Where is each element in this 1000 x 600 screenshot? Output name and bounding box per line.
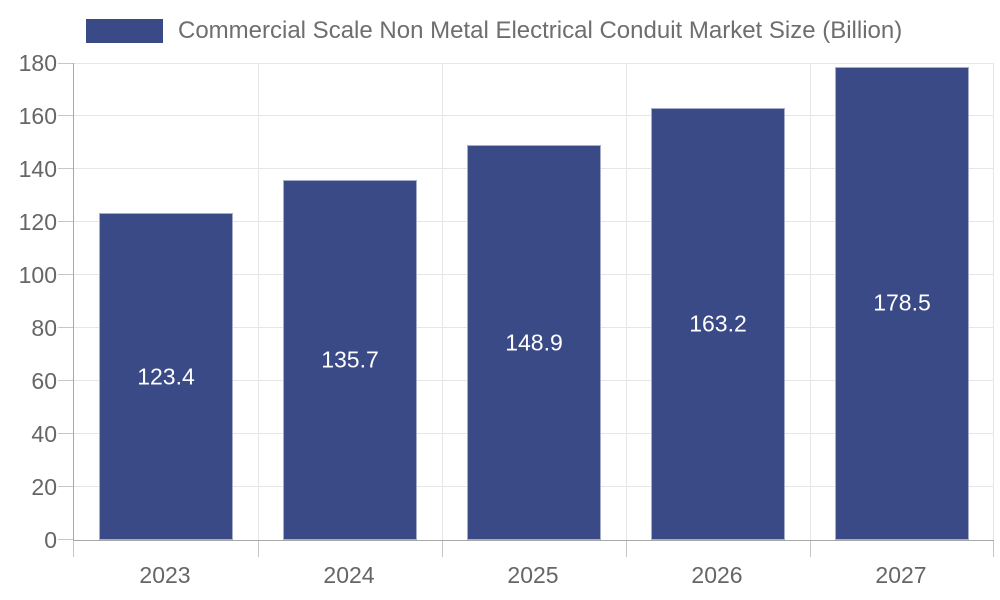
y-tick-label: 60 bbox=[31, 368, 57, 394]
y-tick-label: 0 bbox=[44, 527, 57, 553]
y-axis-tick bbox=[58, 274, 73, 275]
bar-value-label: 163.2 bbox=[689, 310, 747, 337]
legend-label: Commercial Scale Non Metal Electrical Co… bbox=[178, 17, 903, 44]
x-tick-label: 2027 bbox=[875, 562, 927, 588]
y-axis-tick bbox=[58, 168, 73, 169]
y-axis-tick bbox=[58, 433, 73, 434]
x-tick-label: 2025 bbox=[507, 562, 559, 588]
plot-area: 123.4 135.7 148.9 163.2 178.5 bbox=[58, 63, 994, 557]
y-tick-label: 160 bbox=[18, 103, 57, 129]
y-axis-tick bbox=[58, 221, 73, 222]
y-axis-tick bbox=[58, 539, 73, 540]
y-axis-tick bbox=[58, 63, 73, 64]
bar-2023: 123.4 bbox=[99, 213, 233, 540]
bar-value-label: 123.4 bbox=[137, 363, 195, 389]
x-axis-tick bbox=[442, 541, 443, 557]
bar-2026: 163.2 bbox=[651, 107, 785, 540]
y-tick-label: 20 bbox=[31, 474, 57, 500]
legend-swatch bbox=[86, 19, 163, 43]
y-tick-label: 80 bbox=[31, 315, 57, 341]
bar-2025: 148.9 bbox=[467, 145, 601, 540]
x-axis-tick bbox=[258, 541, 259, 557]
y-tick-label: 40 bbox=[31, 421, 57, 447]
bar-2024: 135.7 bbox=[283, 180, 417, 540]
x-axis-tick bbox=[993, 541, 994, 557]
gridline-vertical bbox=[810, 63, 811, 540]
gridline-horizontal bbox=[74, 115, 994, 116]
x-tick-label: 2023 bbox=[139, 562, 191, 588]
x-axis-tick bbox=[73, 541, 74, 557]
y-tick-label: 180 bbox=[18, 50, 57, 76]
bar-2027: 178.5 bbox=[835, 66, 969, 540]
legend: Commercial Scale Non Metal Electrical Co… bbox=[86, 17, 902, 45]
gridline-vertical bbox=[442, 63, 443, 540]
y-tick-label: 120 bbox=[18, 209, 57, 235]
bar-value-label: 135.7 bbox=[321, 346, 379, 373]
y-tick-label: 140 bbox=[18, 156, 57, 182]
gridline-vertical bbox=[626, 63, 627, 540]
x-tick-label: 2024 bbox=[323, 562, 375, 588]
y-axis-tick bbox=[58, 486, 73, 487]
y-axis-tick bbox=[58, 327, 73, 328]
bar-value-label: 178.5 bbox=[873, 289, 931, 316]
y-axis-tick bbox=[58, 115, 73, 116]
x-axis-tick bbox=[810, 541, 811, 557]
gridline-vertical bbox=[993, 63, 994, 540]
x-axis-tick bbox=[626, 541, 627, 557]
x-tick-label: 2026 bbox=[691, 562, 743, 588]
gridline-horizontal bbox=[74, 63, 994, 64]
gridline-vertical bbox=[258, 63, 259, 540]
y-axis-tick bbox=[58, 380, 73, 381]
y-tick-label: 100 bbox=[18, 262, 57, 288]
bar-value-label: 148.9 bbox=[505, 329, 563, 356]
